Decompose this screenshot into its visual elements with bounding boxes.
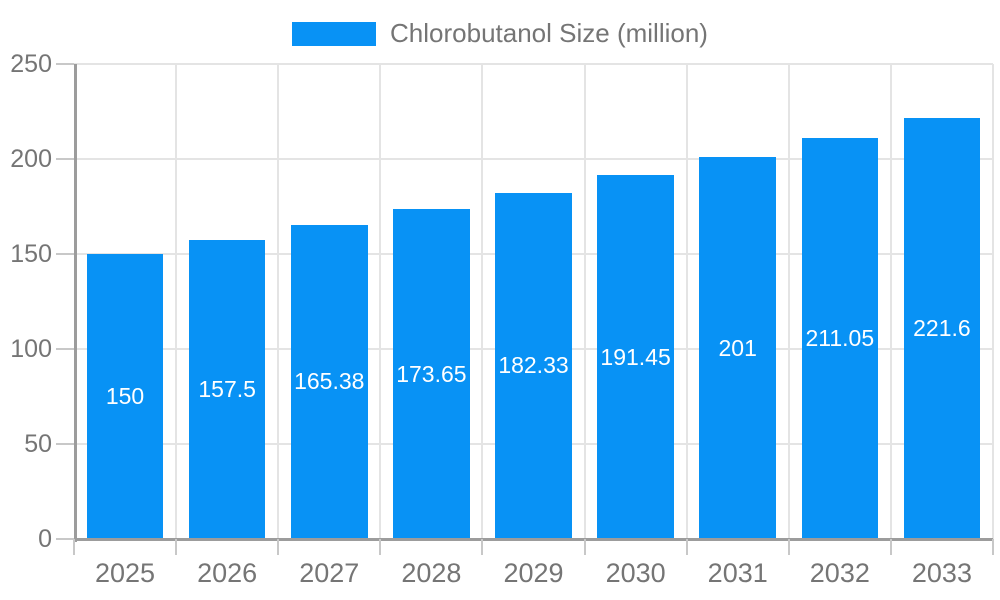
x-axis-label: 2028: [401, 558, 462, 588]
x-axis-label: 2027: [299, 558, 360, 588]
legend-swatch-icon: [292, 21, 377, 46]
y-axis-label: 250: [10, 50, 52, 78]
x-axis-tick: [73, 539, 75, 555]
x-axis-line: [74, 538, 993, 541]
bar-value-label: 182.33: [498, 352, 569, 379]
chart-legend: Chlorobutanol Size (million): [0, 18, 1000, 49]
y-axis-tick: [56, 443, 74, 445]
x-axis-label: 2029: [503, 558, 564, 588]
y-axis-label: 50: [24, 430, 52, 458]
y-axis-label: 200: [10, 145, 52, 173]
bar-value-label: 211.05: [805, 325, 875, 351]
x-axis-tick: [889, 539, 892, 555]
gridline-vertical: [787, 64, 790, 539]
x-axis-tick: [481, 539, 484, 555]
gridline-horizontal: [74, 158, 993, 160]
x-axis-label: 2032: [809, 558, 870, 588]
gridline-vertical: [685, 64, 688, 539]
bar-2029[interactable]: 182.33: [495, 192, 572, 539]
bar-value-label: 150: [105, 383, 145, 409]
x-axis-label: 2026: [197, 558, 258, 588]
bar-2030[interactable]: 191.45: [597, 175, 674, 539]
gridline-vertical: [583, 64, 586, 539]
x-axis-label: 2025: [95, 558, 156, 588]
x-axis-label: 2030: [605, 558, 666, 588]
gridline-vertical: [481, 64, 484, 539]
bar-2025[interactable]: 150: [86, 254, 164, 539]
y-axis-tick: [56, 348, 74, 350]
bar-value-label: 191.45: [600, 343, 671, 370]
y-axis-tick: [56, 253, 74, 255]
gridline-vertical: [992, 64, 994, 539]
x-axis-tick: [379, 539, 382, 555]
y-axis-tick: [56, 63, 74, 65]
gridline-vertical: [175, 64, 178, 539]
x-axis-tick: [787, 539, 790, 555]
gridline-vertical: [277, 64, 280, 539]
plot-area: 150 157.5 165.38 173.65 182.33 191.45 201 211.0…: [74, 63, 994, 539]
bar-value-label: 173.65: [396, 360, 467, 387]
x-axis-tick: [175, 539, 178, 555]
bar-2027[interactable]: 165.38: [290, 224, 368, 539]
bar-value-label: 201: [718, 334, 757, 361]
bar-value-label: 221.6: [913, 314, 971, 341]
y-axis-label: 150: [10, 240, 52, 268]
bar-value-label: 165.38: [294, 368, 365, 395]
bar-value-label: 157.5: [198, 375, 256, 402]
bar-2026[interactable]: 157.5: [188, 239, 266, 539]
x-axis-label: 2033: [911, 558, 972, 588]
gridline-vertical: [889, 64, 892, 539]
legend-item-chlorobutanol[interactable]: Chlorobutanol Size (million): [292, 18, 708, 49]
x-axis-tick: [583, 539, 586, 555]
y-axis-line: [74, 64, 77, 542]
bar-2033[interactable]: 221.6: [903, 117, 981, 539]
y-axis-tick: [56, 158, 74, 160]
x-axis-label: 2031: [707, 558, 768, 588]
legend-label: Chlorobutanol Size (million): [390, 18, 708, 48]
x-axis-tick: [277, 539, 280, 555]
bar-2032[interactable]: 211.05: [801, 138, 879, 539]
x-axis-tick: [992, 539, 994, 555]
y-axis-label: 0: [38, 525, 52, 553]
y-axis-tick: [56, 538, 74, 540]
bar-2028[interactable]: 173.65: [393, 209, 470, 539]
gridline-vertical: [379, 64, 382, 539]
x-axis-tick: [685, 539, 688, 555]
bar-2031[interactable]: 201: [699, 157, 776, 539]
y-axis-label: 100: [10, 335, 52, 363]
gridline-horizontal: [74, 63, 993, 65]
